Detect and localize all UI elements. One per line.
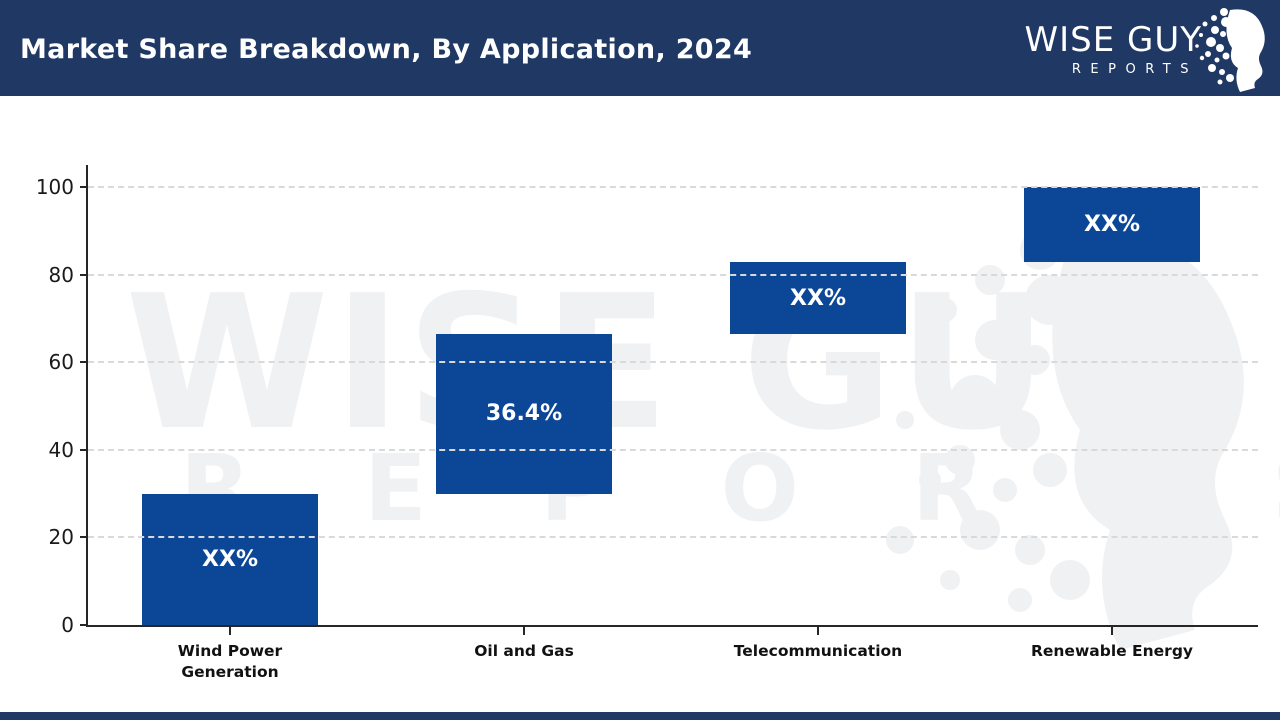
gridline bbox=[88, 448, 1258, 451]
y-axis-tick bbox=[80, 448, 88, 451]
x-axis-category-label: Renewable Energy bbox=[1030, 642, 1194, 660]
footer-bar bbox=[0, 712, 1280, 720]
header-bar: Market Share Breakdown, By Application, … bbox=[0, 0, 1280, 96]
y-axis-tick bbox=[80, 536, 88, 539]
x-axis-line bbox=[86, 625, 1258, 627]
page-title: Market Share Breakdown, By Application, … bbox=[20, 34, 753, 65]
y-axis-tick bbox=[80, 186, 88, 188]
y-axis-tick-label: 20 bbox=[48, 525, 74, 550]
bar-segment: XX% bbox=[142, 493, 318, 625]
x-axis-category-label: Telecommunication bbox=[733, 642, 903, 660]
x-axis-category-label: Oil and Gas bbox=[474, 642, 574, 660]
x-axis-category-label: Wind Power Generation bbox=[177, 642, 283, 681]
x-axis-tick bbox=[523, 627, 525, 635]
dotted-head-icon bbox=[1195, 8, 1265, 92]
brand-logo: WISE GUY REPORTS bbox=[1020, 0, 1270, 96]
bar-segment: 36.4% bbox=[436, 334, 612, 494]
x-axis-tick bbox=[817, 627, 819, 635]
y-axis-tick-label: 60 bbox=[48, 350, 74, 375]
y-axis-tick-label: 100 bbox=[35, 175, 74, 199]
bar-value-label: XX% bbox=[202, 546, 258, 572]
bar-value-label: XX% bbox=[1084, 211, 1140, 237]
x-axis-tick bbox=[229, 627, 231, 635]
gridline bbox=[88, 536, 1258, 539]
x-axis-tick bbox=[1111, 627, 1113, 635]
y-axis-tick-label: 80 bbox=[48, 262, 74, 287]
y-axis-tick-label: 40 bbox=[48, 437, 74, 462]
y-axis-line bbox=[86, 165, 88, 627]
watermark-dotted-head-icon bbox=[886, 230, 1244, 650]
bar-segment: XX% bbox=[1024, 187, 1200, 262]
gridline bbox=[88, 273, 1258, 276]
gridline bbox=[88, 186, 1258, 188]
brand-logo-wordmark: WISE GUY bbox=[1024, 20, 1202, 60]
y-axis-tick-label: 0 bbox=[61, 613, 74, 637]
plot-area: XX% Wind Power Generation 36.4% Oil and Gas… bbox=[0, 96, 1280, 712]
gridline bbox=[88, 361, 1258, 364]
y-axis-tick bbox=[80, 273, 88, 276]
y-axis-tick bbox=[80, 361, 88, 364]
bar-value-label: XX% bbox=[790, 285, 846, 311]
y-axis-tick bbox=[80, 624, 88, 626]
bar-value-label: 36.4% bbox=[485, 401, 563, 427]
brand-logo-subtext: REPORTS bbox=[1071, 62, 1198, 77]
